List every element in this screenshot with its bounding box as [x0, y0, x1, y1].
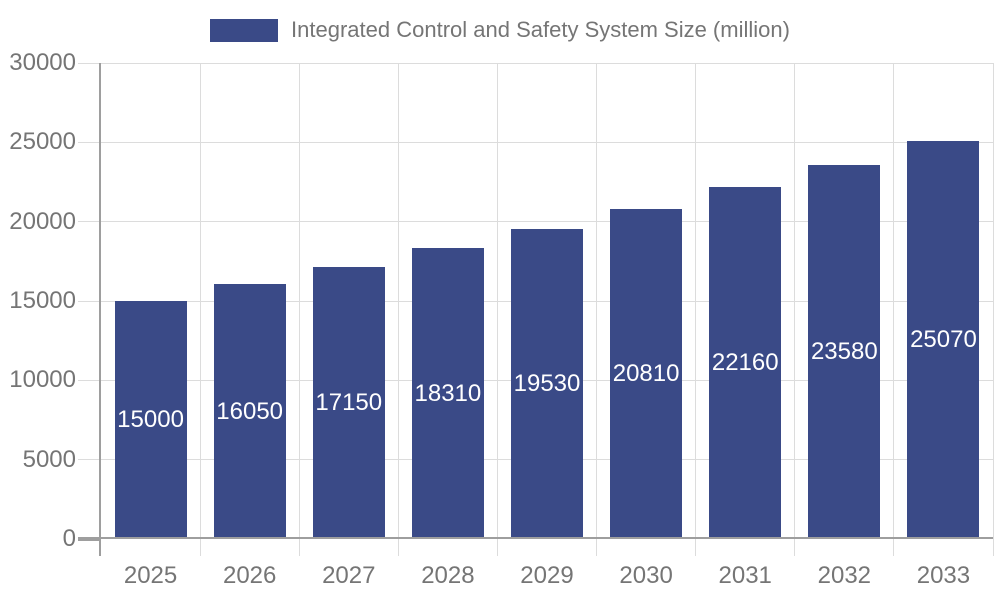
x-tick	[893, 539, 895, 556]
x-tick	[596, 539, 598, 556]
legend-label: Integrated Control and Safety System Siz…	[291, 17, 790, 42]
y-tick	[78, 300, 101, 302]
bar-value-label: 20810	[612, 359, 680, 387]
x-gridline	[596, 63, 598, 539]
y-tick	[78, 221, 101, 223]
x-axis-line	[78, 537, 993, 539]
y-gridline	[101, 221, 993, 223]
bar-value-label: 25070	[910, 326, 977, 354]
chart-legend[interactable]: Integrated Control and Safety System Siz…	[0, 17, 1000, 43]
x-tick	[496, 539, 498, 556]
x-axis-tick-label: 2025	[123, 562, 178, 589]
x-gridline	[199, 63, 201, 539]
x-axis-tick-label: 2032	[817, 562, 872, 589]
x-tick	[199, 539, 201, 556]
y-tick	[78, 538, 101, 541]
y-axis-tick-label: 20000	[9, 207, 76, 235]
x-tick	[695, 539, 697, 556]
x-gridline	[893, 63, 895, 539]
y-axis-tick-label: 30000	[9, 49, 76, 76]
x-axis-tick-label: 2031	[718, 562, 772, 589]
bar-2030[interactable]: 20810	[610, 208, 683, 539]
y-tick	[78, 141, 101, 143]
legend-swatch-icon	[210, 18, 279, 42]
y-gridline	[101, 141, 993, 143]
x-gridline	[496, 63, 498, 539]
x-tick	[397, 539, 399, 556]
bar-2025[interactable]: 15000	[114, 301, 187, 539]
x-tick	[992, 539, 994, 556]
y-axis-tick-label: 15000	[9, 287, 76, 314]
bar-value-label: 17150	[315, 388, 383, 416]
y-tick	[78, 459, 101, 461]
y-tick	[78, 62, 101, 64]
y-axis-line	[99, 63, 101, 556]
y-gridline	[101, 62, 993, 64]
bar-2027[interactable]: 17150	[312, 266, 385, 539]
bar-2026[interactable]: 16050	[213, 284, 286, 539]
bar-value-label: 15000	[117, 406, 184, 433]
x-gridline	[992, 63, 994, 539]
bar-2028[interactable]: 18310	[411, 248, 484, 539]
y-axis-tick-label: 10000	[9, 366, 76, 394]
bar-2033[interactable]: 25070	[907, 141, 980, 539]
y-tick	[78, 379, 101, 381]
bar-2031[interactable]: 22160	[709, 187, 782, 539]
x-gridline	[298, 63, 300, 539]
y-axis-tick-label: 25000	[9, 128, 76, 156]
x-axis-tick-label: 2027	[322, 562, 376, 589]
bar-2032[interactable]: 23580	[808, 164, 881, 539]
x-axis-tick-label: 2030	[619, 562, 673, 589]
x-axis-tick-label: 2029	[520, 562, 574, 589]
bar-value-label: 19530	[513, 370, 581, 398]
x-tick	[794, 539, 796, 556]
x-gridline	[794, 63, 796, 539]
y-axis-tick-label: 5000	[22, 445, 76, 473]
bar-2029[interactable]: 19530	[511, 229, 583, 539]
x-axis-tick-label: 2026	[222, 562, 277, 589]
bar-value-label: 23580	[810, 337, 878, 365]
bar-value-label: 22160	[711, 349, 779, 377]
bar-value-label: 16050	[216, 397, 284, 425]
x-gridline	[397, 63, 399, 539]
y-axis-tick-label: 0	[62, 525, 76, 552]
x-axis-tick-label: 2028	[421, 562, 475, 589]
x-axis-tick-label: 2033	[916, 562, 971, 589]
x-tick	[298, 539, 300, 556]
x-gridline	[695, 63, 697, 539]
bar-value-label: 18310	[414, 379, 482, 407]
